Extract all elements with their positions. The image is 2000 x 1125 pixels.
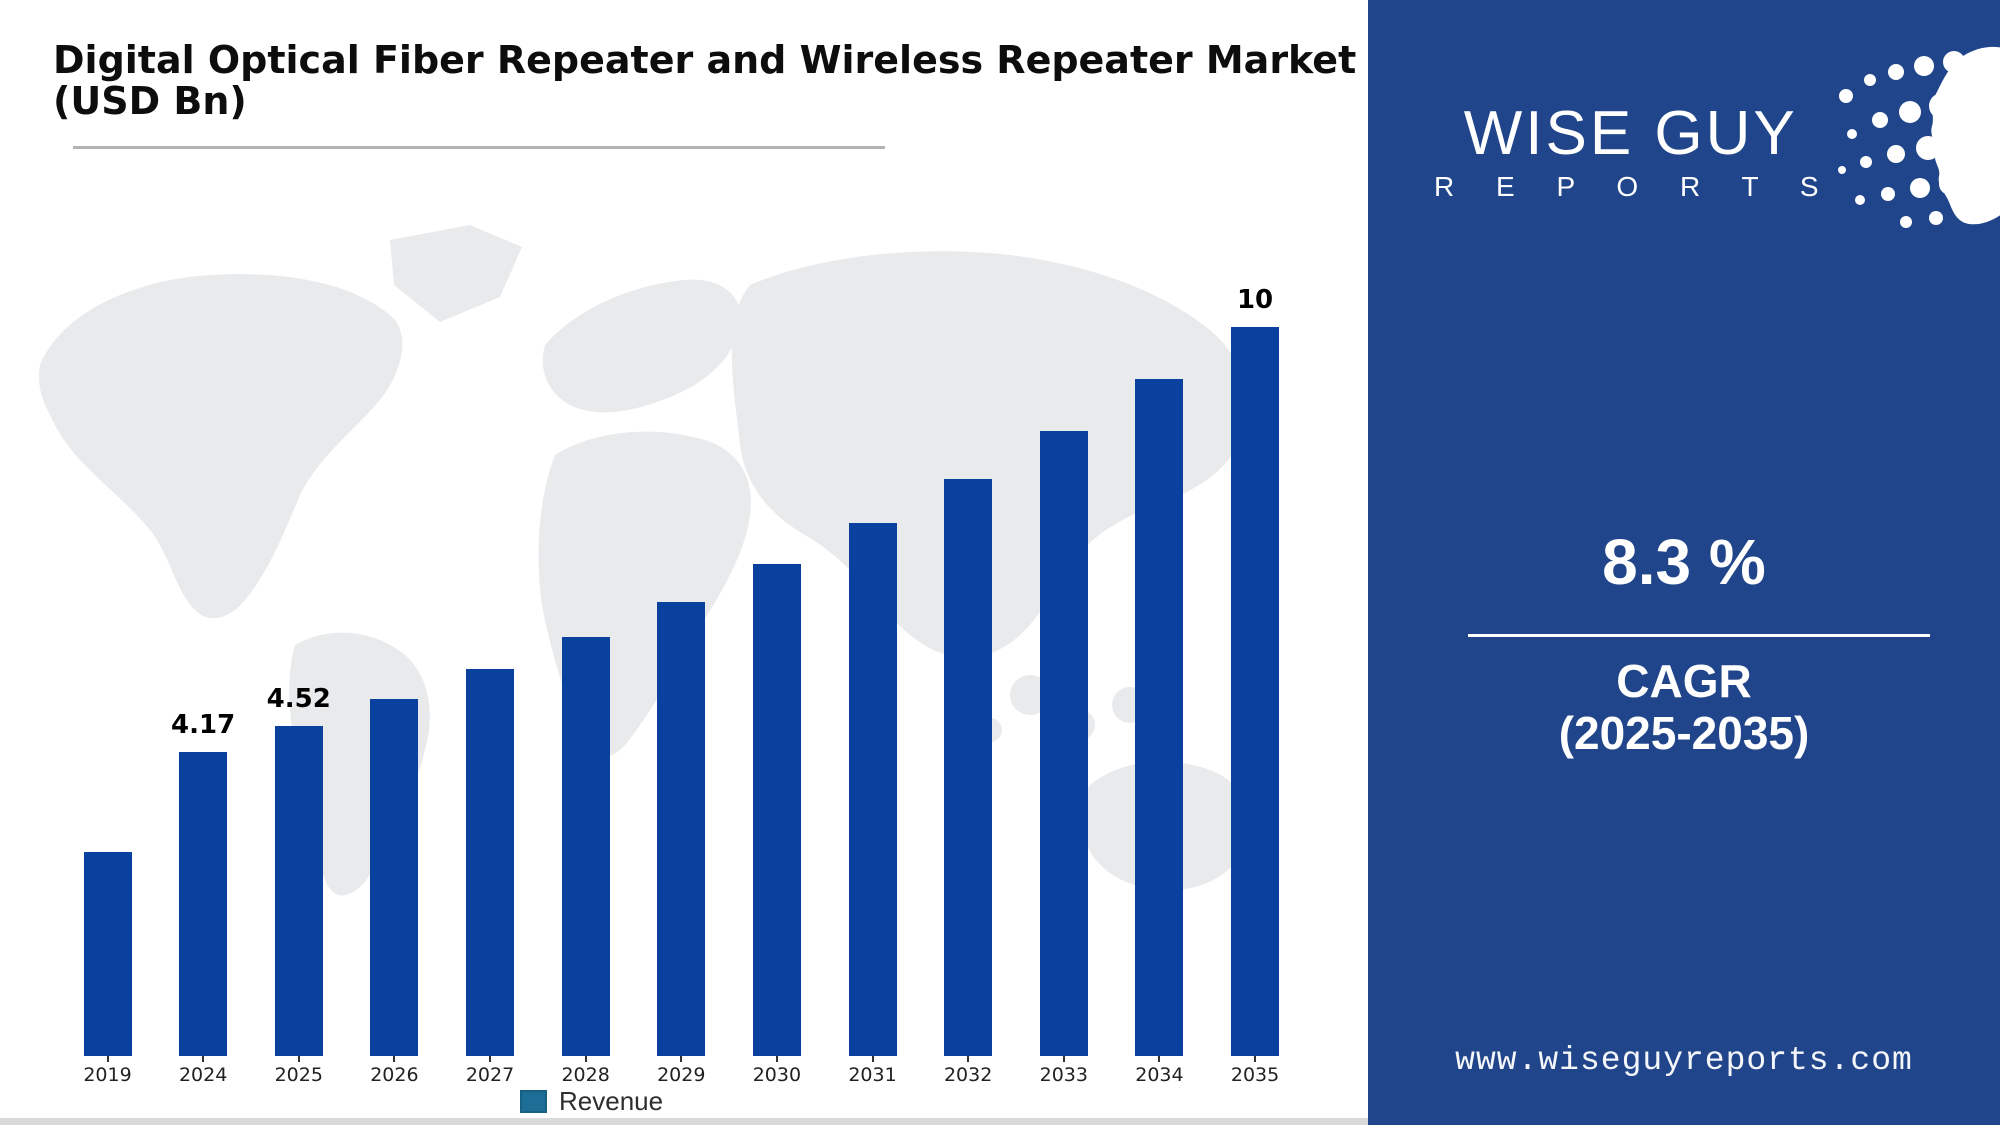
x-tick [967,1056,970,1062]
x-tick [775,1056,778,1062]
x-tick-label-2035: 2035 [1230,1064,1280,1086]
x-tick-label-2024: 2024 [178,1064,228,1086]
bar-2034 [1135,379,1184,1056]
x-tick-label-2030: 2030 [752,1064,802,1086]
bar-2027 [466,669,515,1056]
x-tick [106,1056,109,1062]
wise-guy-reports-logo: WISE GUY R E P O R T S [1426,46,2000,239]
cagr-label-line2: (2025-2035) [1558,707,1810,759]
x-tick-label-2028: 2028 [561,1064,610,1086]
x-tick [202,1056,205,1062]
cagr-value: 8.3 % [1602,526,1766,598]
x-tick [680,1056,683,1062]
bar-value-label-2025: 4.52 [266,684,331,714]
x-tick [297,1056,300,1062]
cagr-label-line1: CAGR [1616,655,1752,707]
legend-swatch-revenue [520,1090,547,1113]
x-tick [1062,1056,1065,1062]
bar-2019 [83,852,132,1056]
x-tick [584,1056,587,1062]
title-underline [73,146,885,149]
bottom-edge-strip [0,1118,1368,1125]
legend-label: Revenue [559,1086,664,1116]
x-tick [871,1056,874,1062]
x-tick [1254,1056,1257,1062]
legend: Revenue [520,1086,663,1117]
x-tick-label-2027: 2027 [465,1064,515,1086]
bar-value-label-2035: 10 [1236,285,1274,315]
logo-text: WISE GUY R E P O R T S [1426,84,1836,203]
bar-2025 [274,726,323,1056]
logo-subtitle: R E P O R T S [1434,171,1836,203]
chart-title: Digital Optical Fiber Repeater and Wirel… [53,40,1473,122]
bar-2032 [944,479,993,1056]
x-tick-label-2025: 2025 [274,1064,323,1086]
panel-divider-line [1468,634,1930,637]
x-tick-label-2026: 2026 [370,1064,419,1086]
x-tick-label-2031: 2031 [848,1064,897,1086]
website-url: www.wiseguyreports.com [1455,1042,1913,1079]
bar-value-label-2024: 4.17 [171,710,236,740]
x-tick-label-2019: 2019 [83,1064,132,1086]
x-tick-label-2029: 2029 [657,1064,706,1086]
map-europe [542,279,741,413]
bar-2031 [848,523,897,1056]
x-tick [393,1056,396,1062]
x-tick-label-2033: 2033 [1039,1064,1088,1086]
bar-2030 [752,564,801,1056]
chart-title-line2: (USD Bn) [53,79,247,123]
cagr-label: CAGR (2025-2035) [1368,655,2000,759]
bar-2035 [1231,327,1280,1056]
x-tick-label-2032: 2032 [943,1064,993,1086]
x-tick [1158,1056,1161,1062]
map-greenland [390,225,522,322]
map-north-america [39,274,403,619]
bar-2033 [1039,431,1088,1056]
bar-2024 [179,752,228,1056]
bar-2026 [370,699,419,1056]
bar-2029 [657,602,706,1056]
bar-2028 [561,637,610,1056]
chart-title-line1: Digital Optical Fiber Repeater and Wirel… [53,38,1357,82]
brand-panel: WISE GUY R E P O R T S [1368,0,2000,1125]
logo-wordmark: WISE GUY [1463,98,1798,168]
x-tick-label-2034: 2034 [1135,1064,1184,1086]
dotted-head-icon [1837,46,2000,228]
bar-chart: 2019 2024 4.17 2025 4.52 2026 2027 2028 2029 2030… [83,285,1280,1086]
x-tick [489,1056,492,1062]
